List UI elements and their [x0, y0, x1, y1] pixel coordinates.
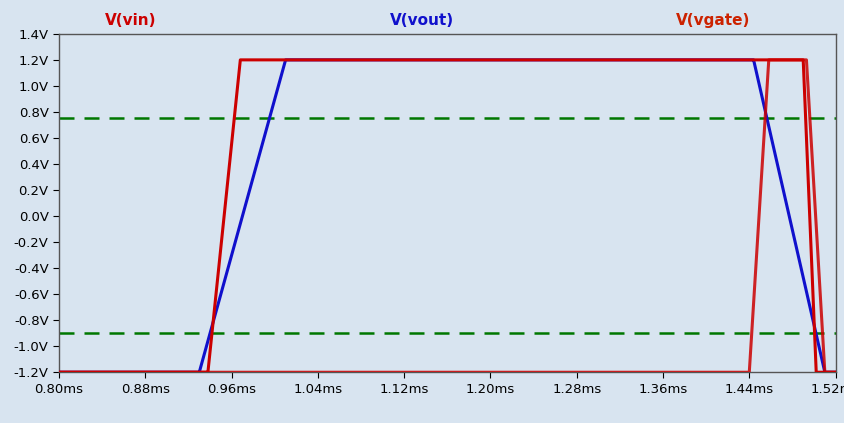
Text: V(vgate): V(vgate)	[676, 13, 750, 27]
Text: V(vout): V(vout)	[390, 13, 454, 27]
Text: V(vin): V(vin)	[105, 13, 157, 27]
